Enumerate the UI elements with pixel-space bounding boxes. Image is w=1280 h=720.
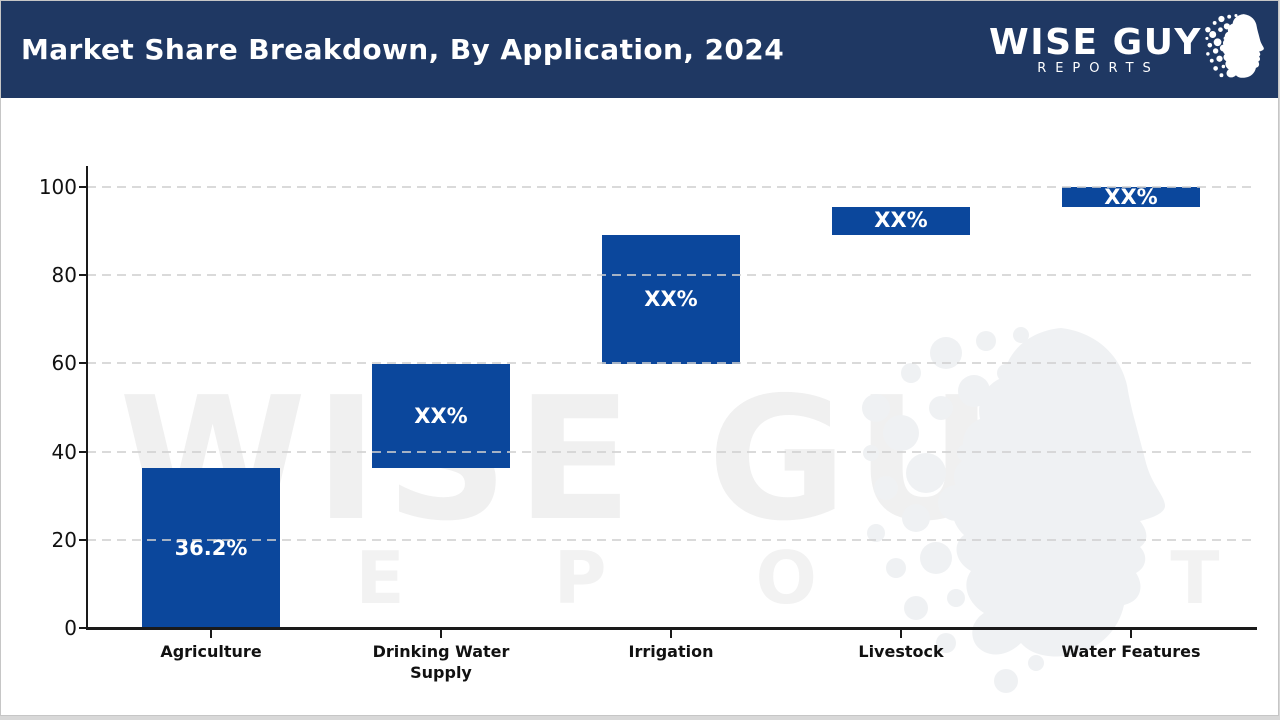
bar-value-label: XX%: [414, 403, 468, 428]
wiseguy-logo: WISE GUY REPORTS: [989, 7, 1266, 93]
ytick-mark-0: [79, 627, 87, 629]
xtick-mark-1: [440, 630, 442, 638]
ytick-mark-60: [79, 362, 87, 365]
xtick-label-1: Drinking Water Supply: [372, 642, 510, 682]
xtick-label-2: Irrigation: [628, 642, 714, 661]
bar-value-label: XX%: [1104, 184, 1158, 209]
bar-value-label: XX%: [644, 286, 698, 311]
header-bar: Market Share Breakdown, By Application, …: [1, 1, 1278, 98]
ytick-label-80: 80: [51, 263, 77, 288]
bar-value-label: XX%: [874, 208, 928, 233]
gridline-40: [87, 450, 1257, 453]
xtick-mark-4: [1130, 630, 1132, 638]
xtick-mark-0: [210, 630, 212, 638]
bar-drinking-water-supply: XX%: [372, 364, 510, 469]
logo-subtitle: REPORTS: [1037, 61, 1160, 77]
ytick-label-60: 60: [51, 351, 77, 376]
chart-region: WISE GUY R E P O R T S: [1, 98, 1280, 715]
bar-irrigation: XX%: [602, 234, 740, 365]
ytick-label-0: 0: [64, 616, 77, 640]
xtick-label-3: Livestock: [858, 642, 944, 661]
ytick-label-20: 20: [51, 527, 77, 552]
ytick-mark-40: [79, 450, 87, 453]
xtick-label-4: Water Features: [1061, 642, 1201, 661]
watermark-wordmark: WISE GUY: [119, 361, 1133, 559]
ytick-mark-80: [79, 274, 87, 277]
xtick-mark-3: [900, 630, 902, 638]
gridline-80: [87, 274, 1257, 277]
ytick-mark-20: [79, 538, 87, 541]
ytick-label-40: 40: [51, 439, 77, 464]
ytick-label-100: 100: [38, 175, 77, 199]
bar-value-label: 36.2%: [174, 535, 248, 560]
xtick-label-0: Agriculture: [160, 642, 262, 661]
bar-agriculture: 36.2%: [142, 468, 280, 628]
xtick-mark-2: [670, 630, 672, 638]
wiseguy-logo-text: WISE GUY REPORTS: [988, 21, 1202, 77]
watermark-face-icon: [862, 327, 1166, 693]
y-axis-spine: [86, 166, 88, 630]
chart-title: Market Share Breakdown, By Application, …: [21, 33, 785, 66]
bar-livestock: XX%: [832, 207, 970, 235]
logo-wordmark: WISE GUY: [988, 21, 1202, 63]
gridline-20: [87, 538, 1257, 541]
gridline-60: [87, 362, 1257, 365]
x-axis-spine: [86, 627, 1257, 630]
wiseguy-face-icon: [1205, 13, 1264, 78]
gridline-100: [87, 186, 1257, 188]
ytick-mark-100: [79, 186, 87, 188]
bar-water-features: XX%: [1062, 184, 1200, 209]
